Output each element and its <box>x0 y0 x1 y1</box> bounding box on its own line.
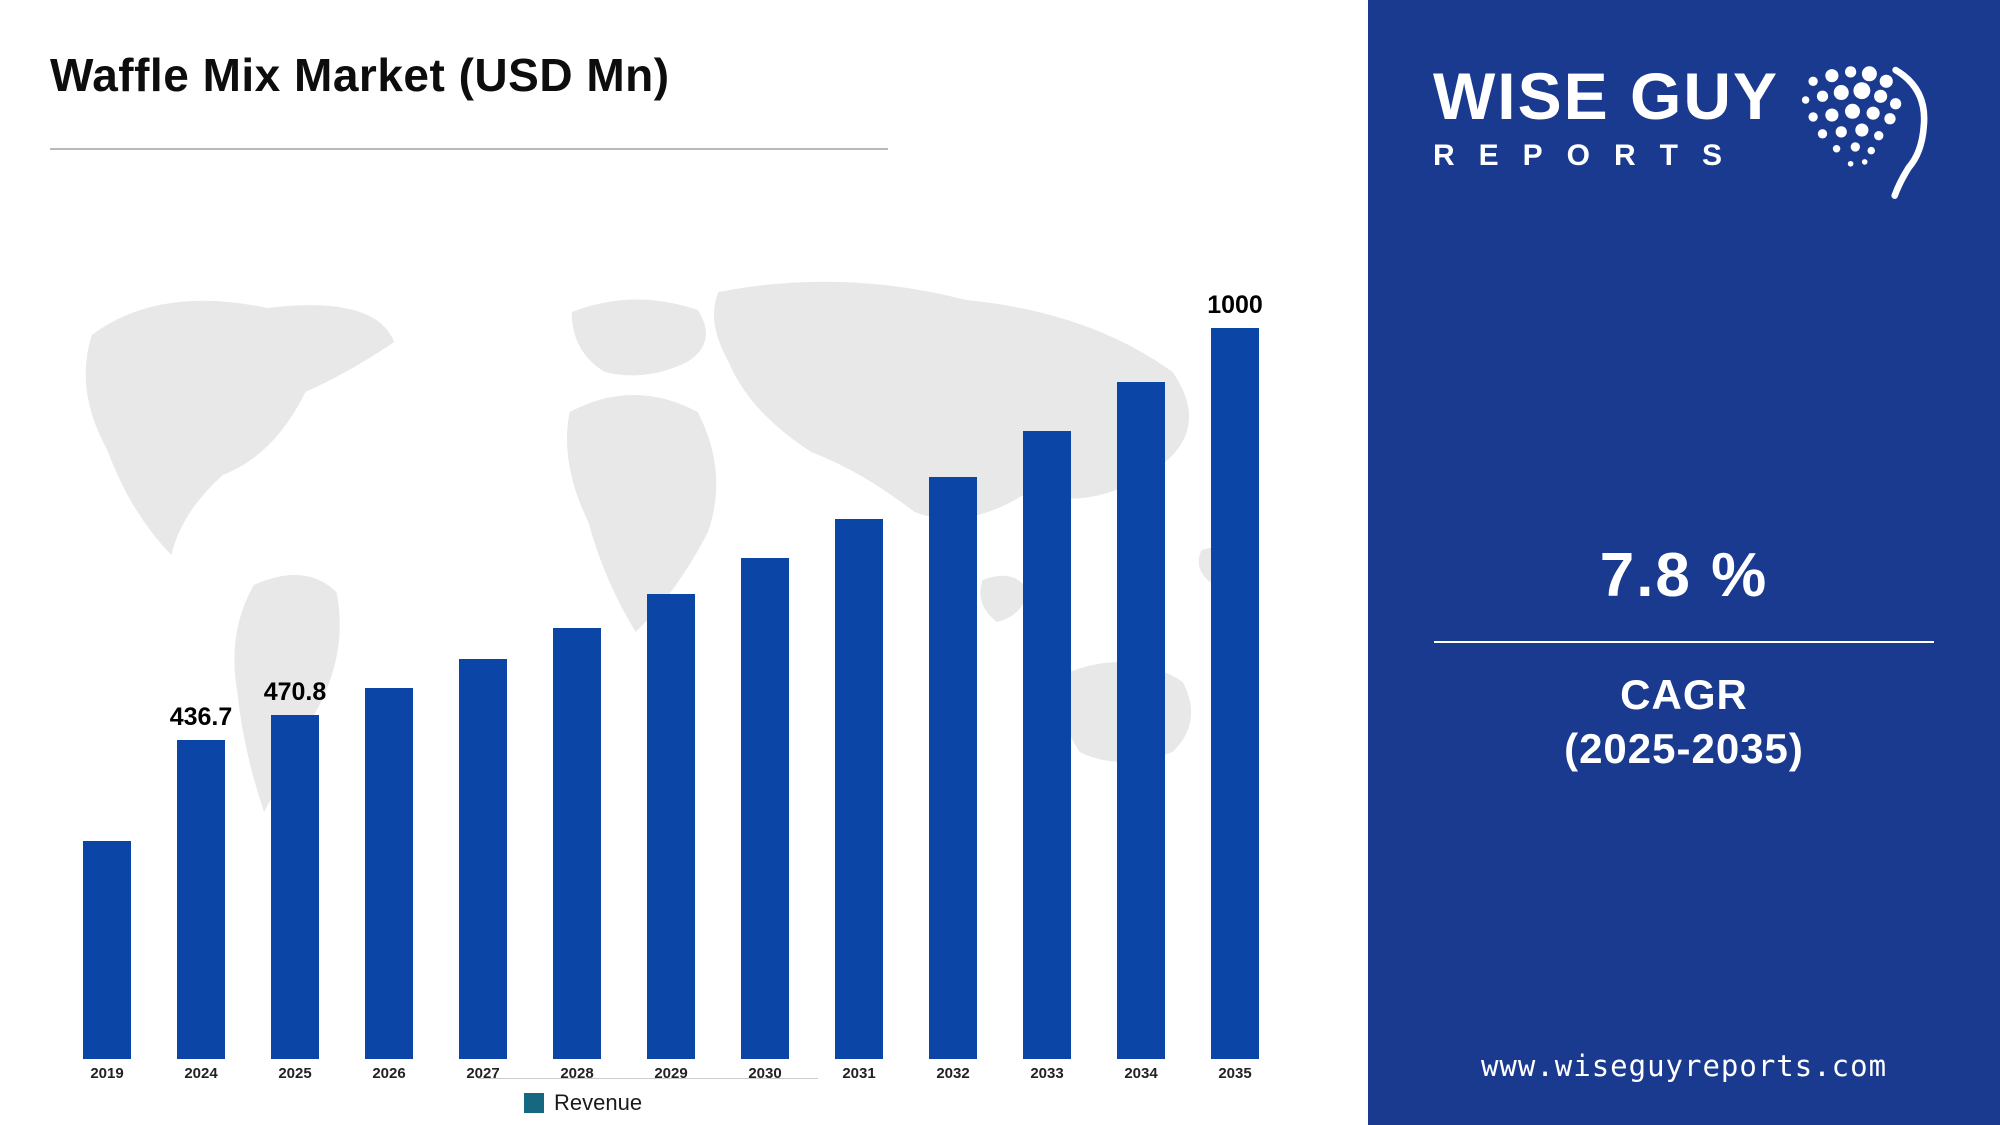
bar-group: 2034 <box>1117 344 1165 1085</box>
bar <box>83 841 131 1059</box>
cagr-block: 7.8 % CAGR (2025-2035) <box>1368 540 2000 773</box>
bar-year-label: 2034 <box>1124 1065 1158 1082</box>
bar-group: 2033 <box>1023 393 1071 1085</box>
bar-year-label: 2027 <box>466 1065 500 1082</box>
legend-label: Revenue <box>554 1090 643 1115</box>
bar-year-label: 2019 <box>90 1065 124 1082</box>
bar-year-label: 2026 <box>372 1065 406 1082</box>
bar-group: 2028 <box>553 590 601 1085</box>
bar-group: 2019 <box>83 803 131 1085</box>
bar <box>553 628 601 1059</box>
title-divider <box>50 148 888 150</box>
bar-value-label: 436.7 <box>169 703 233 731</box>
bar-group: 2032 <box>929 439 977 1085</box>
world-map-background <box>85 281 1238 812</box>
bar-year-label: 2029 <box>654 1065 688 1082</box>
bar-value-label: 1000 <box>1207 291 1263 319</box>
bar <box>835 519 883 1059</box>
bar-year-label: 2035 <box>1218 1065 1252 1082</box>
legend: Revenue <box>524 1090 642 1116</box>
bar-chart: 2019 436.7 2024 470.8 2025 2026 2027 2028 2029 20… <box>83 290 1263 1085</box>
bar-group: 2030 <box>741 520 789 1085</box>
bar-group: 2031 <box>835 481 883 1085</box>
bar <box>271 715 319 1059</box>
brand-logo: WISE GUY REPORTS <box>1368 59 2000 203</box>
bar-group: 1000 2035 <box>1207 290 1263 1085</box>
cagr-value: 7.8 % <box>1599 541 1769 610</box>
logo-reports-text: REPORTS <box>1432 139 1746 173</box>
bar-year-label: 2025 <box>278 1065 312 1082</box>
bar <box>741 558 789 1059</box>
website-url: www.wiseguyreports.com <box>1480 1049 1888 1083</box>
bar <box>459 659 507 1059</box>
cagr-period: (2025-2035) <box>1564 725 1804 772</box>
bar-value-label: 470.8 <box>263 678 327 706</box>
bar <box>647 594 695 1059</box>
legend-box-edge <box>478 1078 818 1079</box>
bar-group: 2027 <box>459 621 507 1085</box>
chart-title: Waffle Mix Market (USD Mn) <box>50 49 670 101</box>
logo-wise-guy-text: WISE GUY <box>1432 59 1780 133</box>
chart-area: Waffle Mix Market (USD Mn) 2019 436.7 2024… <box>50 49 1263 1116</box>
bar <box>1211 328 1259 1059</box>
bar <box>177 740 225 1059</box>
bar <box>365 688 413 1059</box>
dotted-head-logo-icon <box>1801 66 1928 199</box>
bar-year-label: 2033 <box>1030 1065 1064 1082</box>
brand-panel: WISE GUY REPORTS 7.8 % CAGR (2025-2035) <box>1368 0 2000 1125</box>
legend-swatch-icon <box>524 1093 544 1113</box>
bar-year-label: 2032 <box>936 1065 970 1082</box>
bar-year-label: 2024 <box>184 1065 218 1082</box>
bar-year-label: 2030 <box>748 1065 782 1082</box>
bar <box>929 477 977 1059</box>
brand-logo-text: WISE GUY REPORTS <box>1432 59 1780 173</box>
bar-group: 470.8 2025 <box>264 677 327 1085</box>
bar-group: 436.7 2024 <box>170 702 233 1085</box>
bar <box>1023 431 1071 1059</box>
bar <box>1117 382 1165 1059</box>
bar-year-label: 2031 <box>842 1065 876 1082</box>
bar-group: 2029 <box>647 556 695 1085</box>
bar-year-label: 2028 <box>560 1065 594 1082</box>
cagr-divider <box>1434 641 1934 643</box>
bar-group: 2026 <box>365 650 413 1085</box>
cagr-label: CAGR <box>1620 671 1748 718</box>
